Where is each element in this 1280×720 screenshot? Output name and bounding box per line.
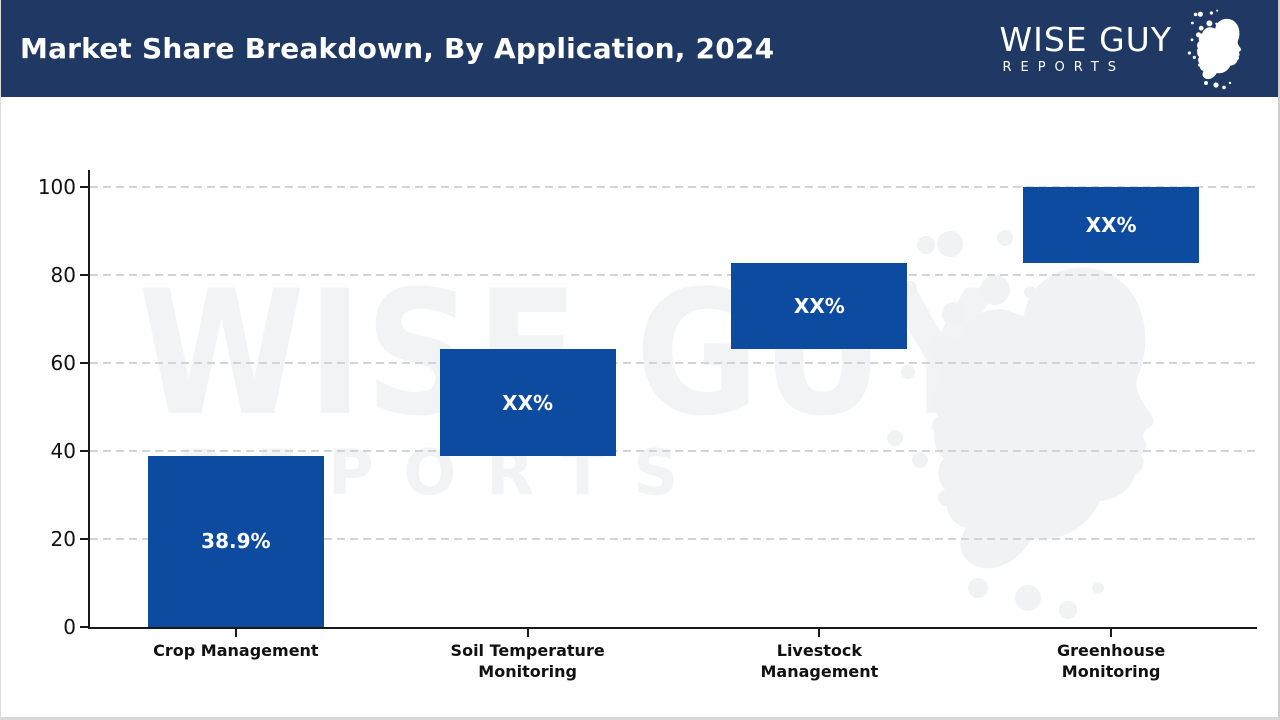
gridline <box>90 538 1257 540</box>
x-axis-label: Soil Temperature Monitoring <box>450 641 605 681</box>
y-axis-tick <box>80 450 88 452</box>
bar-value-label: 38.9% <box>201 529 271 554</box>
page-title: Market Share Breakdown, By Application, … <box>20 32 775 65</box>
brand-logo-text: WISE GUY REPORTS <box>999 23 1172 75</box>
plot-area: 0 20 40 60 80 100 38.9% Crop Management XX% Soil … <box>38 170 1257 681</box>
bar: XX% <box>439 349 616 456</box>
x-axis-tick <box>818 627 821 637</box>
gridline <box>90 362 1257 364</box>
header-bar: Market Share Breakdown, By Application, … <box>0 0 1280 97</box>
bar-value-label: XX% <box>1085 212 1137 237</box>
bar: 38.9% <box>147 455 324 627</box>
y-axis-tick <box>80 274 88 276</box>
y-tick-label: 0 <box>63 615 76 639</box>
x-axis-tick <box>234 627 237 637</box>
y-axis-tick <box>80 626 88 628</box>
x-axis-tick <box>1110 627 1113 637</box>
y-tick-label: 40 <box>50 439 76 463</box>
bar-value-label: XX% <box>793 294 845 318</box>
y-tick-label: 100 <box>37 175 76 199</box>
y-tick-label: 20 <box>50 527 76 551</box>
gridline <box>90 450 1257 452</box>
logo-wordmark: WISE GUY <box>999 19 1172 59</box>
y-tick-label: 80 <box>50 263 76 287</box>
gridline <box>90 274 1257 276</box>
y-axis-tick <box>80 538 88 540</box>
bar: XX% <box>731 262 908 350</box>
x-axis-label: Livestock Management <box>760 641 879 681</box>
brand-logo: WISE GUY REPORTS <box>999 5 1266 93</box>
logo-face-icon <box>1187 9 1242 89</box>
bar: XX% <box>1023 187 1200 263</box>
x-axis-label: Greenhouse Monitoring <box>1056 641 1166 681</box>
x-axis-tick <box>526 627 529 637</box>
bar-value-label: XX% <box>502 390 554 415</box>
gridline <box>90 186 1257 188</box>
y-axis-tick <box>80 186 88 188</box>
x-axis-label: Crop Management <box>153 641 319 660</box>
y-tick-label: 60 <box>50 351 76 375</box>
logo-subtitle: REPORTS <box>1002 59 1126 75</box>
y-axis-tick <box>80 362 88 364</box>
